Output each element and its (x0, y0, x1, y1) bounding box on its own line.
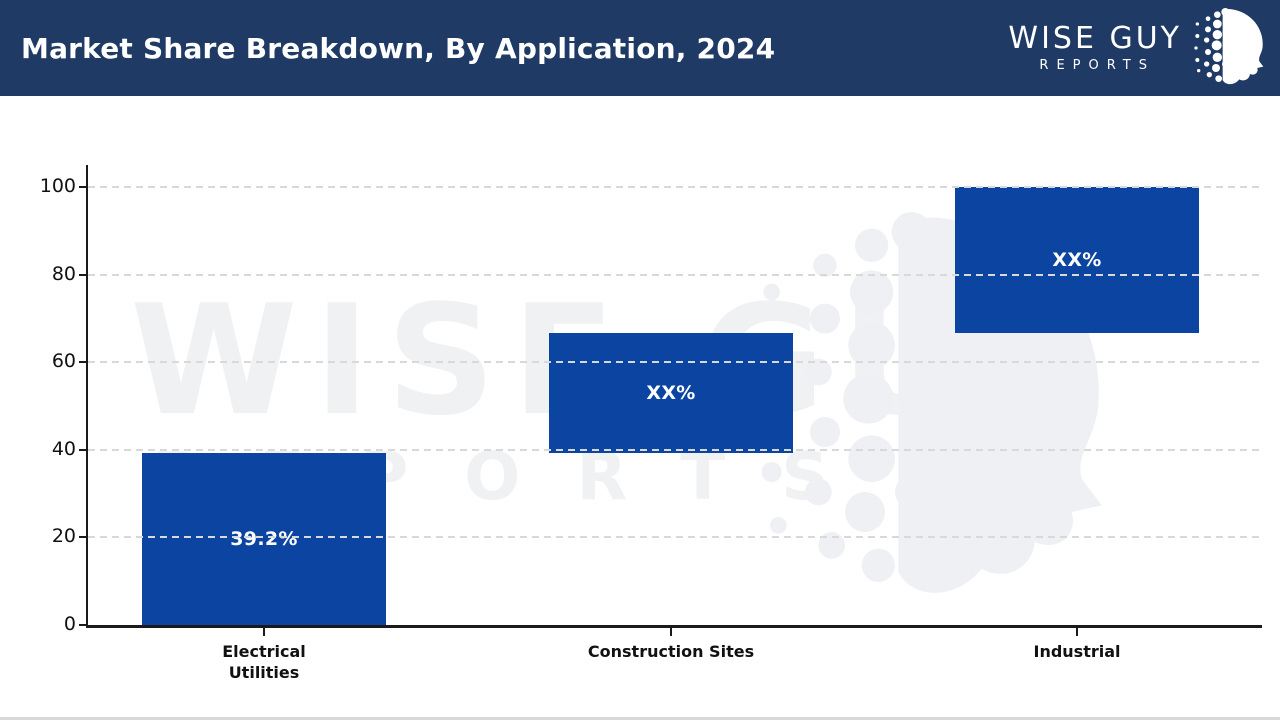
y-tick-20 (79, 536, 87, 539)
y-tick-label-100: 100 (39, 175, 76, 197)
bottom-border (0, 717, 1280, 720)
gridline-20 (88, 536, 1262, 539)
brand-subname: REPORTS (1039, 58, 1156, 73)
y-tick-60 (79, 361, 87, 364)
x-category-label-line: Construction Sites (587, 642, 755, 661)
gridline-80 (88, 273, 1262, 276)
bar-value-label: XX% (1052, 248, 1102, 271)
y-tick-label-20: 20 (51, 525, 76, 548)
x-category-label: Electrical Utilities (114, 641, 414, 683)
y-tick-100 (79, 186, 87, 188)
x-category-label: Industrial (927, 641, 1227, 662)
page-title: Market Share Breakdown, By Application, … (21, 31, 776, 65)
x-tick-3 (1076, 628, 1078, 636)
y-tick-80 (79, 273, 87, 276)
y-tick-0 (79, 624, 87, 626)
x-tick-1 (263, 628, 265, 636)
x-category-label-line: Industrial (1033, 642, 1121, 661)
bar-construction-sites: XX% (549, 332, 793, 454)
gridline-60 (88, 361, 1262, 364)
brand-face-icon (1194, 8, 1264, 85)
gridline-100 (88, 186, 1262, 188)
y-tick-label-0: 0 (63, 613, 76, 635)
y-tick-40 (79, 448, 87, 451)
bar-value-label: 39.2% (230, 528, 298, 551)
brand-logo: WISE GUY REPORTS (1008, 0, 1268, 96)
bar-electrical-utilities: 39.2% (142, 453, 386, 625)
x-category-label-line: Electrical (222, 642, 306, 661)
bar-industrial: XX% (955, 187, 1199, 333)
plot-area: 39.2% XX% XX% 0 20 40 60 80 100 Electrical Utiliti… (0, 96, 1280, 720)
x-category-label-line: Utilities (228, 663, 300, 682)
brand-name: WISE GUY (1008, 21, 1182, 56)
x-axis-line (86, 625, 1262, 628)
y-tick-label-40: 40 (51, 437, 76, 460)
x-category-label: Construction Sites (521, 641, 821, 662)
brand-logo-text: WISE GUY REPORTS (1008, 21, 1182, 74)
x-tick-2 (670, 628, 672, 636)
header-bar: Market Share Breakdown, By Application, … (0, 0, 1280, 96)
y-tick-label-80: 80 (51, 262, 76, 285)
y-tick-label-60: 60 (51, 350, 76, 373)
gridline-40 (88, 448, 1262, 451)
y-axis-line (86, 165, 88, 627)
bar-value-label: XX% (646, 382, 696, 405)
